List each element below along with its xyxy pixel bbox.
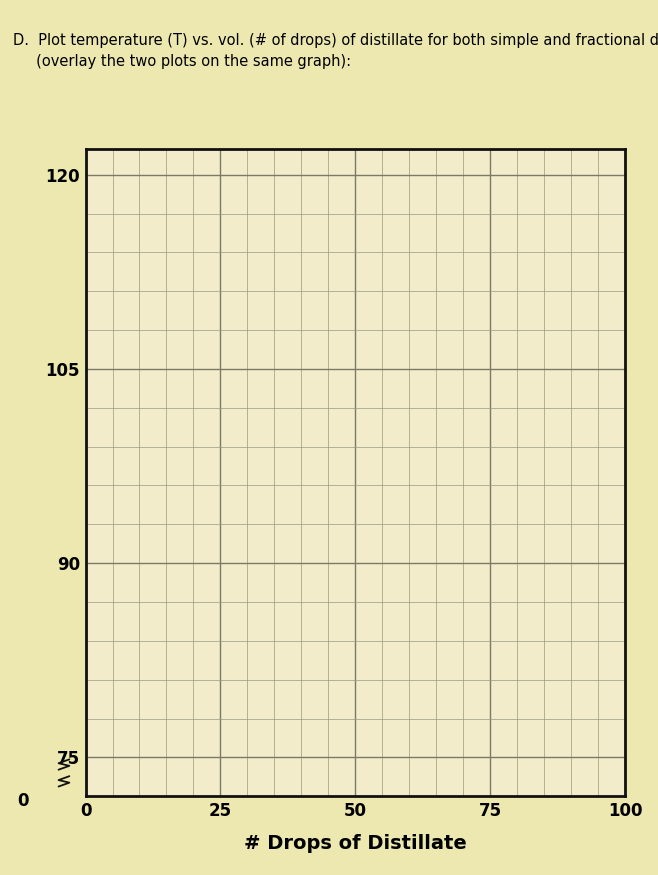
Text: D.  Plot temperature (T) vs. vol. (# of drops) of distillate for both simple and: D. Plot temperature (T) vs. vol. (# of d…: [13, 33, 658, 69]
Text: 0: 0: [17, 792, 29, 809]
X-axis label: # Drops of Distillate: # Drops of Distillate: [244, 834, 467, 853]
